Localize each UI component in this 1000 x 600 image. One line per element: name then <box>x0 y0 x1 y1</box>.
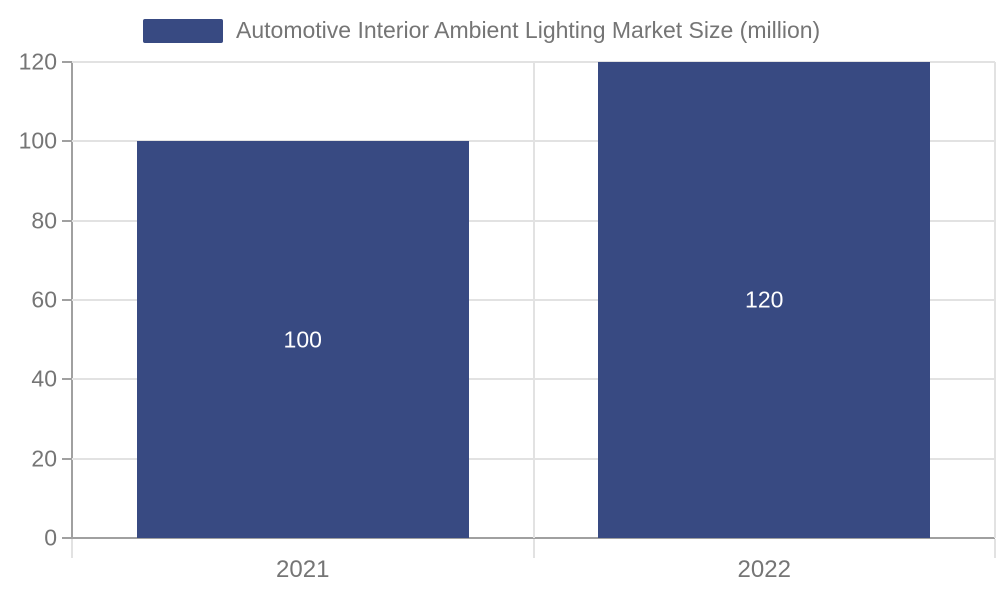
y-tick-label: 100 <box>18 127 57 154</box>
x-axis-tick <box>532 539 535 558</box>
x-axis-tick <box>71 539 73 558</box>
x-tick-label: 2022 <box>737 556 791 583</box>
y-tick-label: 20 <box>31 445 57 472</box>
x-tick-label: 2021 <box>276 556 330 583</box>
y-tick-label: 40 <box>31 365 57 392</box>
y-axis-tick <box>62 537 72 539</box>
legend-swatch-icon <box>143 18 223 43</box>
y-tick-label: 60 <box>31 286 57 313</box>
x-axis-line <box>71 537 995 539</box>
bar-value-label: 100 <box>283 326 322 353</box>
gridline-vertical <box>532 62 535 538</box>
y-tick-label: 0 <box>44 524 57 551</box>
y-tick-label: 120 <box>18 48 57 75</box>
y-axis-tick <box>62 299 72 301</box>
plot-area: 100 120 <box>72 61 996 538</box>
gridline-vertical <box>994 62 996 538</box>
bar-2021[interactable]: 100 <box>136 141 469 538</box>
legend[interactable]: Automotive Interior Ambient Lighting Mar… <box>143 17 820 44</box>
x-axis-tick <box>994 539 996 558</box>
y-axis-tick <box>62 219 72 222</box>
y-tick-label: 80 <box>31 207 57 234</box>
bar-value-label: 120 <box>745 286 784 313</box>
bar-2022[interactable]: 120 <box>598 62 931 538</box>
y-axis-tick <box>62 378 72 381</box>
y-axis-tick <box>62 140 72 143</box>
legend-label: Automotive Interior Ambient Lighting Mar… <box>236 17 821 43</box>
y-axis-tick <box>62 457 72 460</box>
y-axis-tick <box>62 61 72 63</box>
